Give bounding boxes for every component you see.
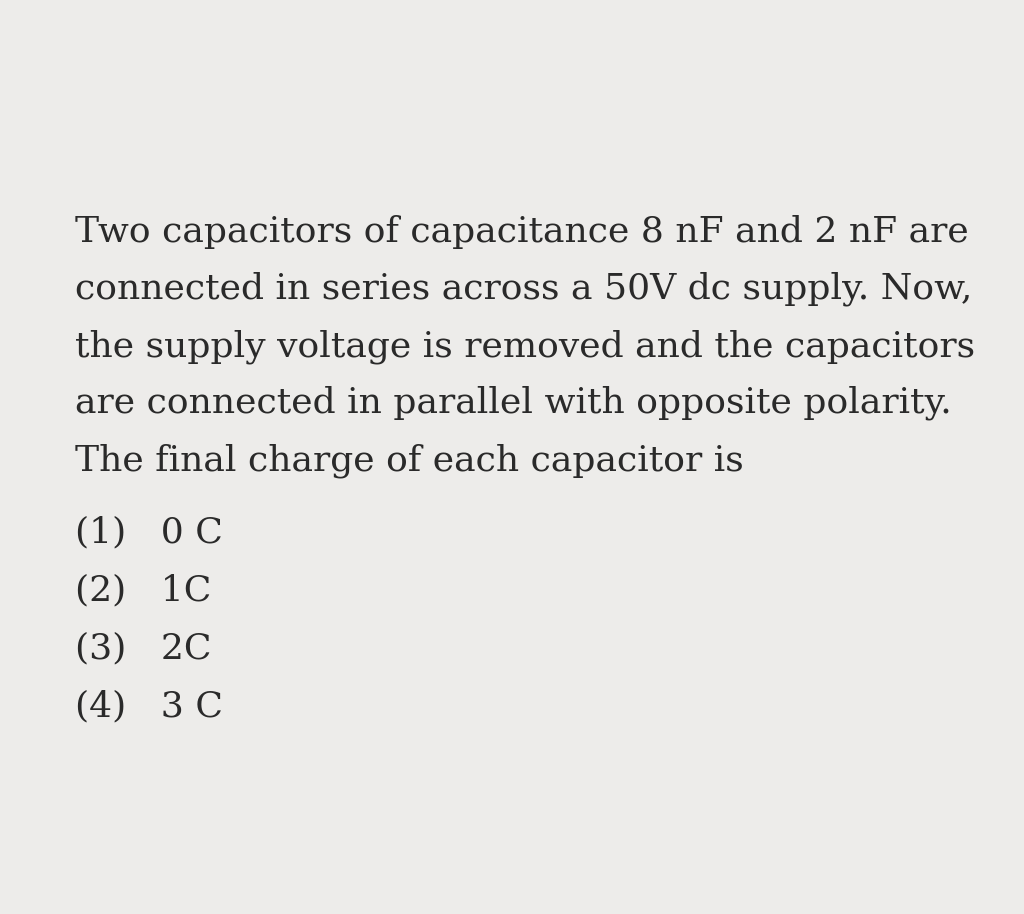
Text: The final charge of each capacitor is: The final charge of each capacitor is — [75, 443, 743, 477]
Text: are connected in parallel with opposite polarity.: are connected in parallel with opposite … — [75, 386, 951, 420]
Text: (4)   3 C: (4) 3 C — [75, 689, 223, 723]
Text: Two capacitors of capacitance 8 nF and 2 nF are: Two capacitors of capacitance 8 nF and 2… — [75, 215, 969, 249]
Text: (1)   0 C: (1) 0 C — [75, 515, 223, 549]
Text: (3)   2C: (3) 2C — [75, 631, 212, 665]
Text: (2)   1C: (2) 1C — [75, 573, 211, 607]
Text: connected in series across a 50V dc supply. Now,: connected in series across a 50V dc supp… — [75, 272, 973, 306]
Text: the supply voltage is removed and the capacitors: the supply voltage is removed and the ca… — [75, 329, 975, 364]
